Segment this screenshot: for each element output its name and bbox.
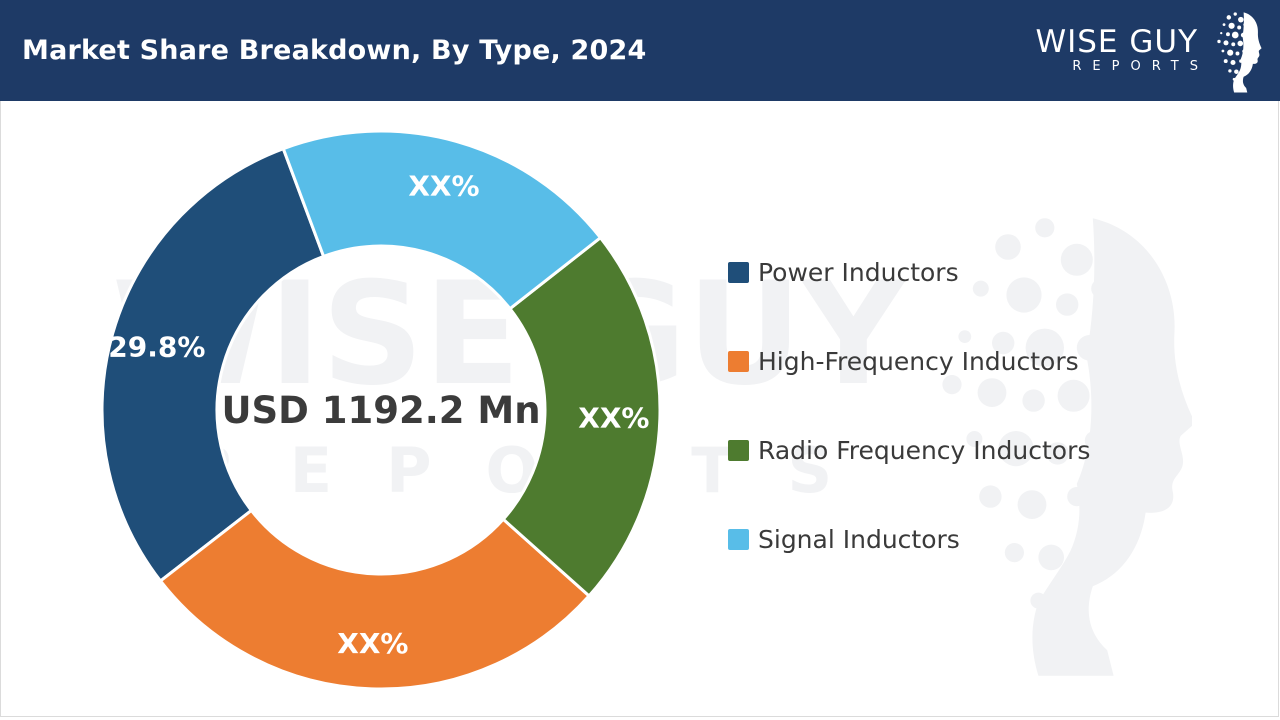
page-title: Market Share Breakdown, By Type, 2024: [22, 35, 647, 66]
legend-item-3: Radio Frequency Inductors: [728, 434, 1090, 466]
donut-center-value: USD 1192.2 Mn: [221, 389, 540, 432]
donut-slice-2: [158, 508, 591, 691]
donut-slice-3: [501, 236, 662, 598]
legend-swatch-1: [728, 261, 749, 283]
legend-swatch-4: [728, 528, 749, 550]
slice-label-2: XX%: [337, 627, 408, 660]
legend-label-2: High-Frequency Inductors: [758, 346, 1079, 376]
logo-subtext: REPORTS: [1072, 58, 1209, 74]
legend-label-3: Radio Frequency Inductors: [758, 435, 1091, 465]
legend-swatch-3: [728, 439, 749, 461]
slice-label-4: XX%: [408, 170, 479, 203]
legend-item-1: Power Inductors: [728, 256, 1090, 288]
slice-label-1: 29.8%: [108, 330, 205, 363]
donut-slice-4: [281, 129, 602, 311]
legend-item-4: Signal Inductors: [728, 523, 1090, 555]
legend-label-4: Signal Inductors: [758, 524, 960, 554]
slice-label-3: XX%: [578, 401, 649, 434]
wise-guy-logo: WISE GUY REPORTS: [1035, 9, 1280, 93]
logo-face-icon: [1217, 11, 1262, 92]
legend-label-1: Power Inductors: [758, 257, 959, 287]
chart-legend: Power Inductors High-Frequency Inductors R…: [728, 256, 1090, 555]
legend-swatch-2: [728, 350, 749, 372]
header-bar: Market Share Breakdown, By Type, 2024 WI…: [0, 0, 1280, 101]
logo-wordmark: WISE GUY: [1035, 24, 1198, 61]
legend-item-2: High-Frequency Inductors: [728, 345, 1090, 377]
donut-slice-1: [100, 147, 326, 583]
